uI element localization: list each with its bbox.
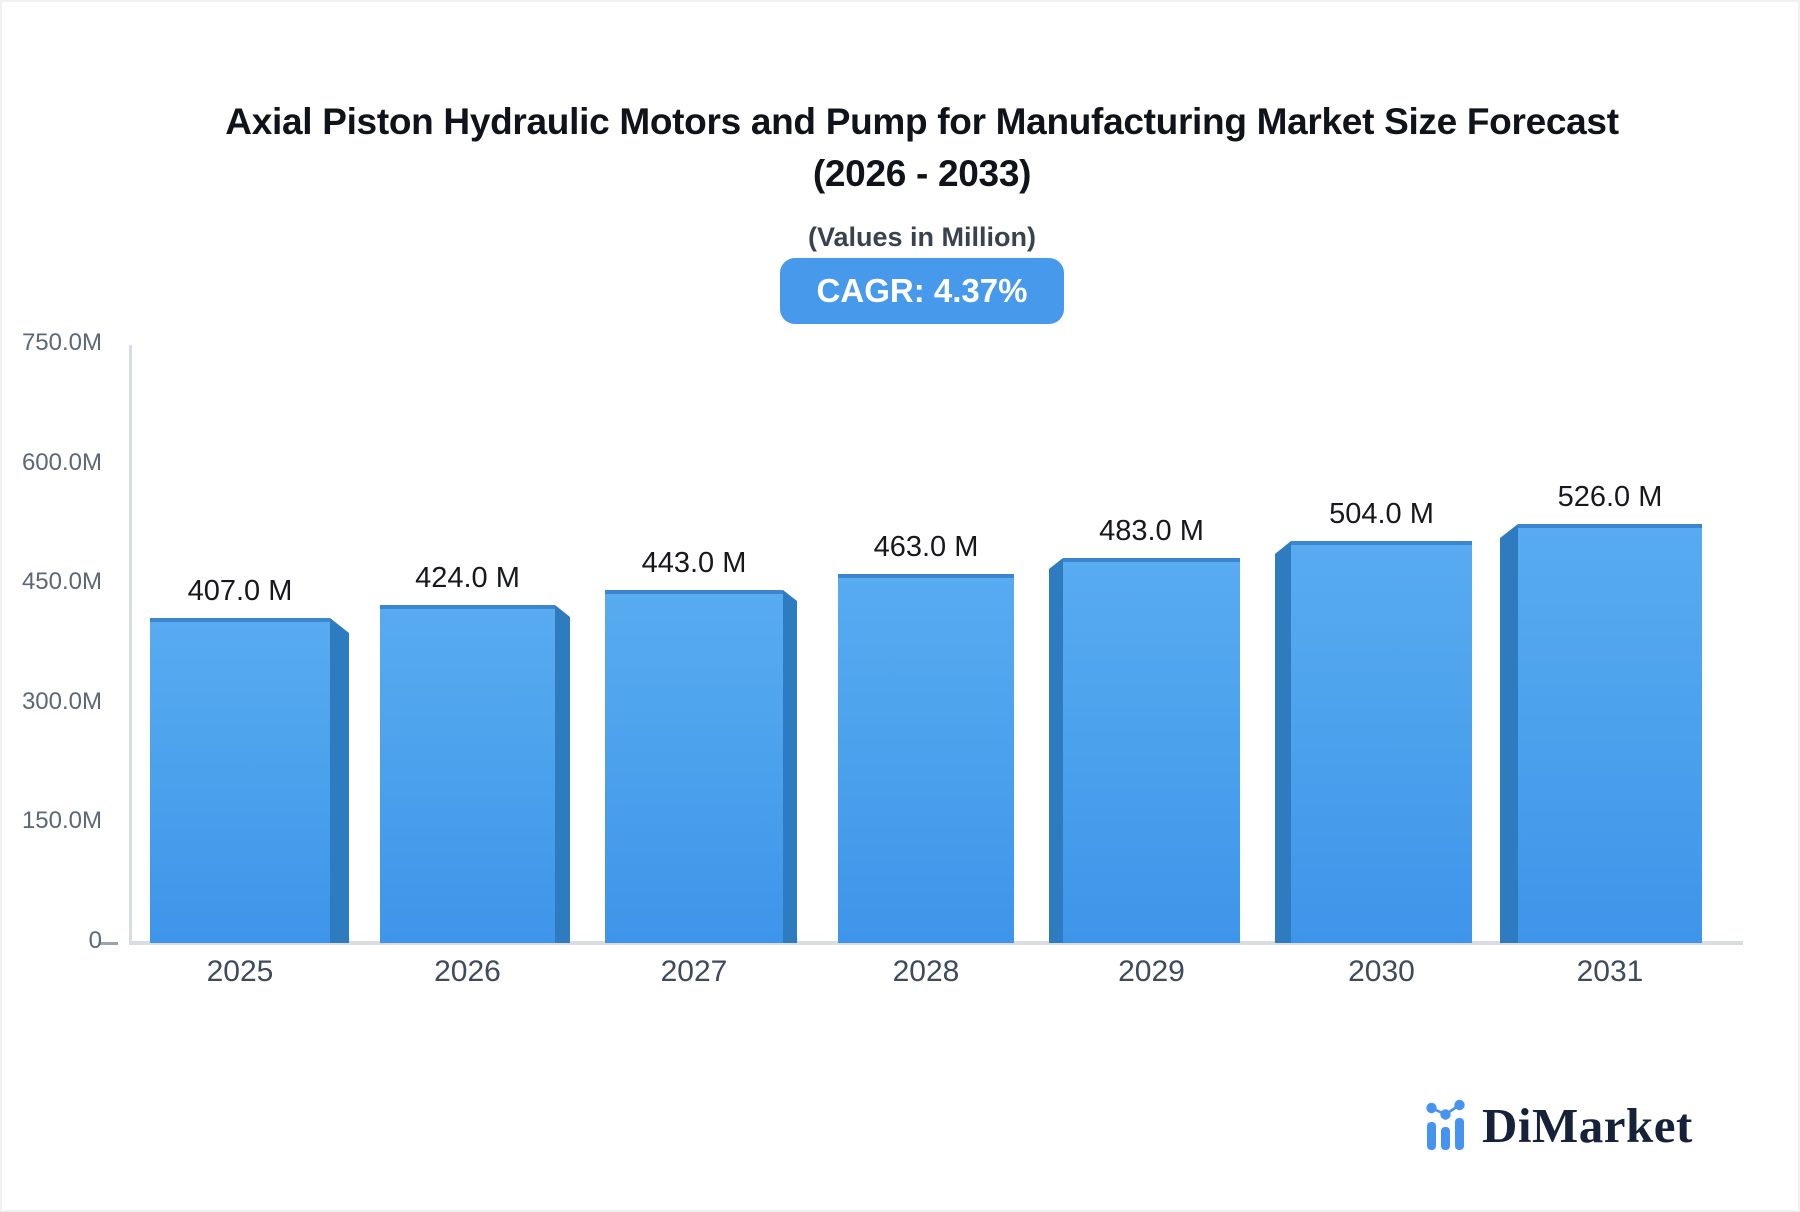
bar-2031[interactable] bbox=[1518, 524, 1702, 943]
bar-2030[interactable] bbox=[1291, 541, 1472, 943]
bar-side-face bbox=[1275, 541, 1291, 943]
x-axis-label-2028: 2028 bbox=[892, 955, 960, 988]
x-axis-label-2027: 2027 bbox=[660, 955, 728, 988]
bar-side-face bbox=[555, 605, 570, 943]
x-axis-label-2025: 2025 bbox=[206, 955, 274, 988]
bar-2027[interactable] bbox=[605, 590, 783, 943]
bar-2025[interactable] bbox=[150, 618, 330, 943]
zero-tick-mark bbox=[100, 942, 118, 945]
chart-title-line1: Axial Piston Hydraulic Motors and Pump f… bbox=[225, 101, 1619, 142]
x-axis-label-2026: 2026 bbox=[434, 955, 501, 988]
y-axis-label: 600.0M bbox=[21, 448, 102, 476]
chart-header: Axial Piston Hydraulic Motors and Pump f… bbox=[22, 96, 1800, 324]
bar-value-label: 443.0 M bbox=[641, 547, 747, 579]
bar-side-face bbox=[1049, 558, 1063, 943]
chart-title-line2: (2026 - 2033) bbox=[812, 153, 1032, 194]
bar-side-face bbox=[330, 618, 349, 943]
x-axis-baseline bbox=[129, 941, 1743, 945]
dimarket-logo: DiMarket bbox=[1421, 1094, 1693, 1152]
bar-2029[interactable] bbox=[1063, 558, 1240, 943]
x-axis-label-2031: 2031 bbox=[1576, 955, 1644, 988]
bar-value-label: 463.0 M bbox=[873, 531, 979, 563]
bar-side-face bbox=[1500, 524, 1518, 943]
y-axis-label: 150.0M bbox=[21, 807, 102, 835]
dimarket-logo-text: DiMarket bbox=[1482, 1098, 1693, 1153]
y-axis-label: 450.0M bbox=[21, 568, 102, 596]
y-axis-label: 750.0M bbox=[21, 329, 102, 356]
bar-value-label: 483.0 M bbox=[1099, 515, 1204, 547]
y-axis-label: 0 bbox=[88, 927, 102, 954]
x-axis-label-2030: 2030 bbox=[1348, 955, 1415, 988]
bar-side-face bbox=[783, 590, 797, 943]
y-axis-label: 300.0M bbox=[21, 687, 102, 715]
dimarket-chart-icon bbox=[1426, 1099, 1465, 1150]
bar-value-label: 504.0 M bbox=[1329, 498, 1434, 530]
bar-value-label: 526.0 M bbox=[1557, 481, 1663, 513]
x-axis-label-2029: 2029 bbox=[1118, 955, 1185, 988]
y-axis-line bbox=[129, 345, 132, 944]
bar-value-label: 424.0 M bbox=[415, 562, 520, 594]
bar-2028[interactable] bbox=[838, 574, 1014, 943]
chart-subtitle: (Values in Million) bbox=[807, 222, 1037, 252]
bar-value-label: 407.0 M bbox=[187, 575, 293, 607]
bar-2026[interactable] bbox=[380, 605, 555, 943]
cagr-badge: CAGR: 4.37% bbox=[779, 258, 1065, 324]
